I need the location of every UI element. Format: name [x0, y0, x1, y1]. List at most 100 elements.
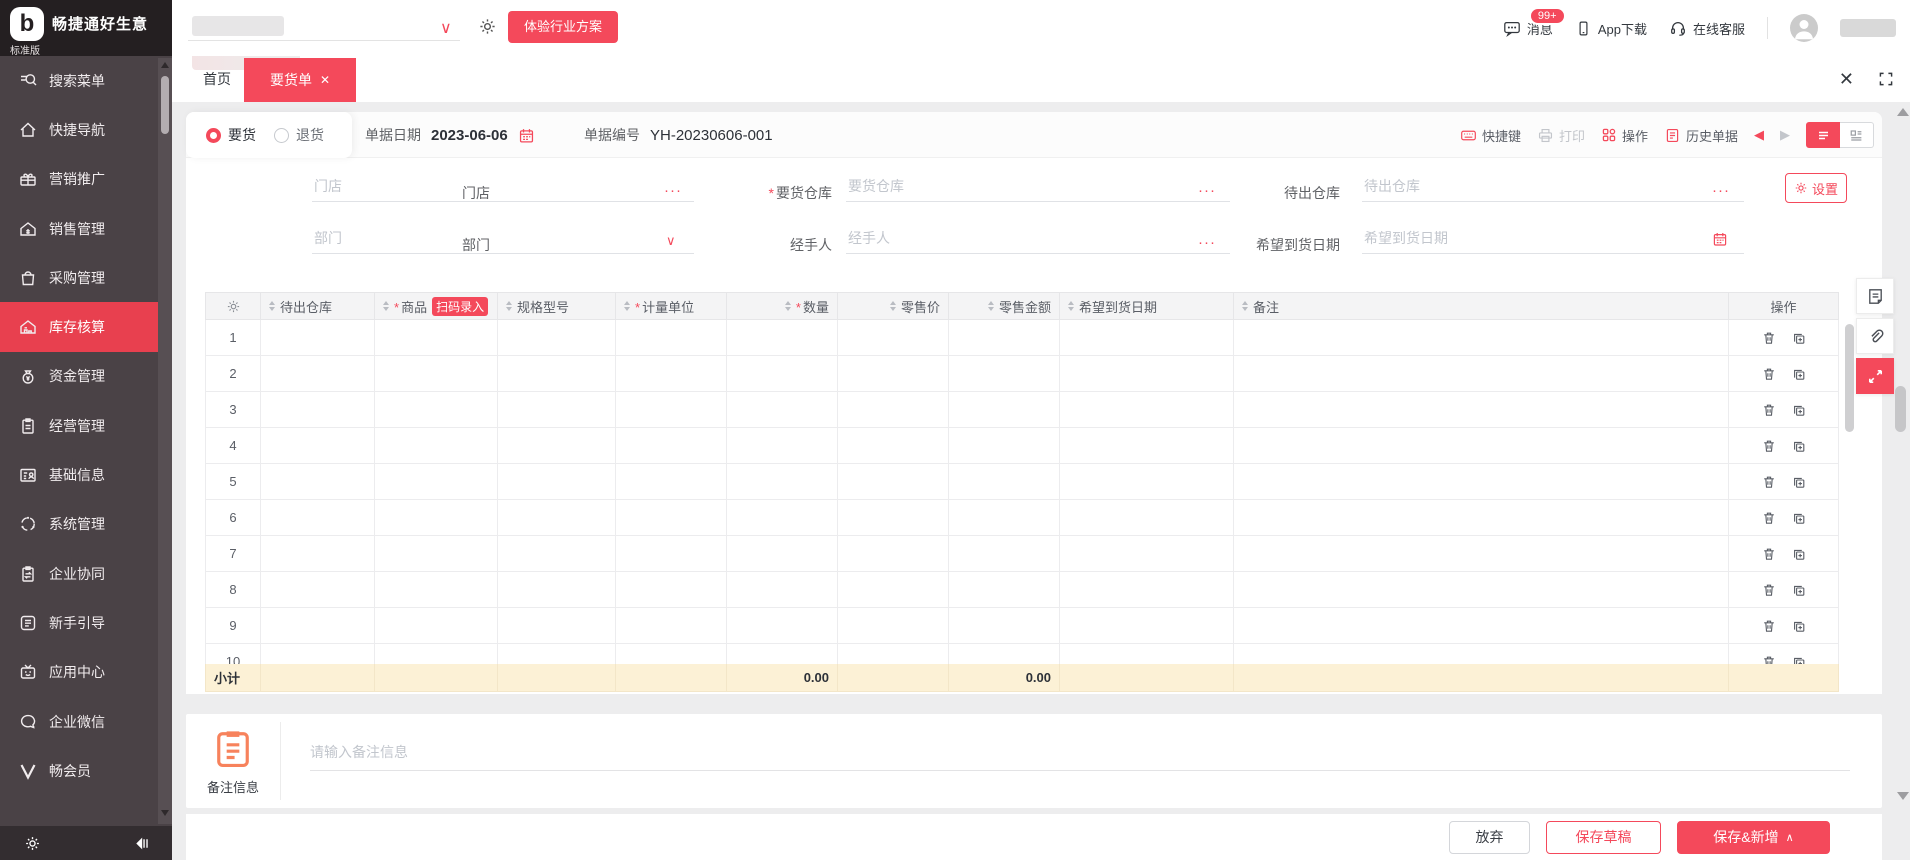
grid-cell[interactable] [375, 320, 498, 356]
grid-cell[interactable] [616, 356, 727, 392]
app-download-link[interactable]: App下载 [1575, 19, 1647, 38]
company-select-caret-icon[interactable]: ∨ [440, 20, 452, 37]
delete-row-icon[interactable] [1761, 654, 1777, 665]
grid-cell[interactable] [616, 536, 727, 572]
sidebar-scroll-down-icon[interactable] [161, 810, 169, 816]
grid-col-计量单位[interactable]: * 计量单位 [616, 292, 727, 320]
print-button[interactable]: 打印 [1537, 126, 1585, 145]
grid-cell[interactable] [375, 572, 498, 608]
delete-row-icon[interactable] [1761, 546, 1777, 562]
grid-cell[interactable] [261, 500, 375, 536]
fullscreen-icon[interactable] [1878, 71, 1894, 87]
grid-cell[interactable] [949, 428, 1060, 464]
page-scroll-up-icon[interactable] [1897, 108, 1909, 116]
sidebar-item-5[interactable]: 采购管理 [0, 253, 172, 302]
delete-row-icon[interactable] [1761, 438, 1777, 454]
messages-link[interactable]: 消息 99+ [1503, 6, 1566, 38]
grid-col-备注[interactable]: 备注 [1234, 292, 1729, 320]
sort-icon[interactable] [889, 301, 896, 311]
delete-row-icon[interactable] [1761, 402, 1777, 418]
sort-icon[interactable] [1068, 301, 1074, 311]
grid-cell[interactable] [838, 536, 949, 572]
grid-cell[interactable] [727, 464, 838, 500]
grid-cell[interactable] [1234, 320, 1729, 356]
sidebar-item-6[interactable]: 库存核算 [0, 302, 172, 352]
grid-col-希望到货日期[interactable]: 希望到货日期 [1060, 292, 1234, 320]
grid-cell[interactable] [949, 464, 1060, 500]
grid-cell[interactable] [1234, 608, 1729, 644]
grid-cell[interactable] [498, 428, 616, 464]
grid-cell[interactable] [838, 464, 949, 500]
sidebar-item-1[interactable]: 搜索菜单 [0, 56, 172, 105]
grid-cell[interactable] [1060, 500, 1234, 536]
handler-more-icon[interactable]: ··· [1198, 234, 1216, 251]
sidebar-scroll-thumb[interactable] [161, 76, 169, 134]
grid-cell[interactable] [838, 644, 949, 664]
grid-cell[interactable] [616, 464, 727, 500]
grid-cell[interactable] [616, 572, 727, 608]
copy-row-icon[interactable] [1791, 510, 1807, 526]
handler-input[interactable] [846, 228, 1230, 254]
prev-doc-icon[interactable]: ◀ [1754, 127, 1764, 142]
page-scroll-thumb[interactable] [1895, 386, 1906, 432]
grid-cell[interactable] [498, 572, 616, 608]
tab-home[interactable]: 首页 [203, 71, 231, 87]
grid-cell[interactable] [1060, 356, 1234, 392]
tab-close-icon[interactable]: ✕ [319, 73, 331, 87]
grid-cell[interactable] [1060, 644, 1234, 664]
grid-cell[interactable] [375, 356, 498, 392]
grid-cell[interactable] [261, 536, 375, 572]
sidebar-scroll-up-icon[interactable] [161, 62, 169, 68]
grid-cell[interactable] [375, 644, 498, 664]
grid-cell[interactable] [838, 356, 949, 392]
save-and-new-button[interactable]: 保存&新增 ∧ [1677, 820, 1830, 854]
list-view-button[interactable] [1806, 122, 1840, 148]
sort-icon[interactable] [784, 301, 791, 311]
avatar[interactable] [1790, 14, 1818, 42]
grid-cell[interactable] [727, 392, 838, 428]
grid-cell[interactable] [727, 320, 838, 356]
grid-cell[interactable] [1234, 500, 1729, 536]
grid-cell[interactable] [261, 608, 375, 644]
sidebar-item-11[interactable]: 企业协同 [0, 549, 172, 598]
grid-cell[interactable] [375, 464, 498, 500]
grid-col-零售金额[interactable]: 零售金额 [949, 292, 1060, 320]
store-more-icon[interactable]: ··· [664, 182, 682, 199]
grid-cell[interactable] [498, 536, 616, 572]
sort-icon[interactable] [269, 301, 275, 311]
sort-icon[interactable] [383, 301, 389, 311]
attachment-float-button[interactable] [1856, 318, 1894, 354]
sidebar-item-3[interactable]: 营销推广 [0, 155, 172, 204]
grid-cell[interactable] [949, 572, 1060, 608]
copy-row-icon[interactable] [1791, 438, 1807, 454]
grid-cell[interactable] [375, 536, 498, 572]
radio-return-goods[interactable]: 退货 [274, 125, 324, 145]
copy-row-icon[interactable] [1791, 402, 1807, 418]
grid-cell[interactable] [1060, 320, 1234, 356]
header-gear-icon[interactable] [478, 17, 497, 36]
save-draft-button[interactable]: 保存草稿 [1546, 820, 1661, 854]
shortcuts-button[interactable]: 快捷键 [1460, 126, 1521, 145]
out-warehouse-more-icon[interactable]: ··· [1712, 182, 1730, 199]
grid-col-商品[interactable]: * 商品 扫码录入 [375, 292, 498, 320]
grid-cell[interactable] [498, 608, 616, 644]
delete-row-icon[interactable] [1761, 330, 1777, 346]
delete-row-icon[interactable] [1761, 582, 1777, 598]
copy-row-icon[interactable] [1791, 366, 1807, 382]
expect-date-calendar-icon[interactable] [1712, 231, 1728, 247]
grid-cell[interactable] [498, 644, 616, 664]
grid-cell[interactable] [261, 356, 375, 392]
grid-cell[interactable] [261, 320, 375, 356]
grid-cell[interactable] [498, 320, 616, 356]
grid-cell[interactable] [949, 320, 1060, 356]
calendar-icon[interactable] [518, 127, 535, 144]
grid-cell[interactable] [261, 392, 375, 428]
grid-cell[interactable] [727, 572, 838, 608]
grid-cell[interactable] [261, 428, 375, 464]
grid-column-settings[interactable] [205, 292, 261, 320]
experience-solution-button[interactable]: 体验行业方案 [508, 11, 619, 43]
grid-cell[interactable] [1234, 464, 1729, 500]
delete-row-icon[interactable] [1761, 366, 1777, 382]
grid-cell[interactable] [375, 392, 498, 428]
settings-button[interactable]: 设置 [1785, 173, 1847, 203]
